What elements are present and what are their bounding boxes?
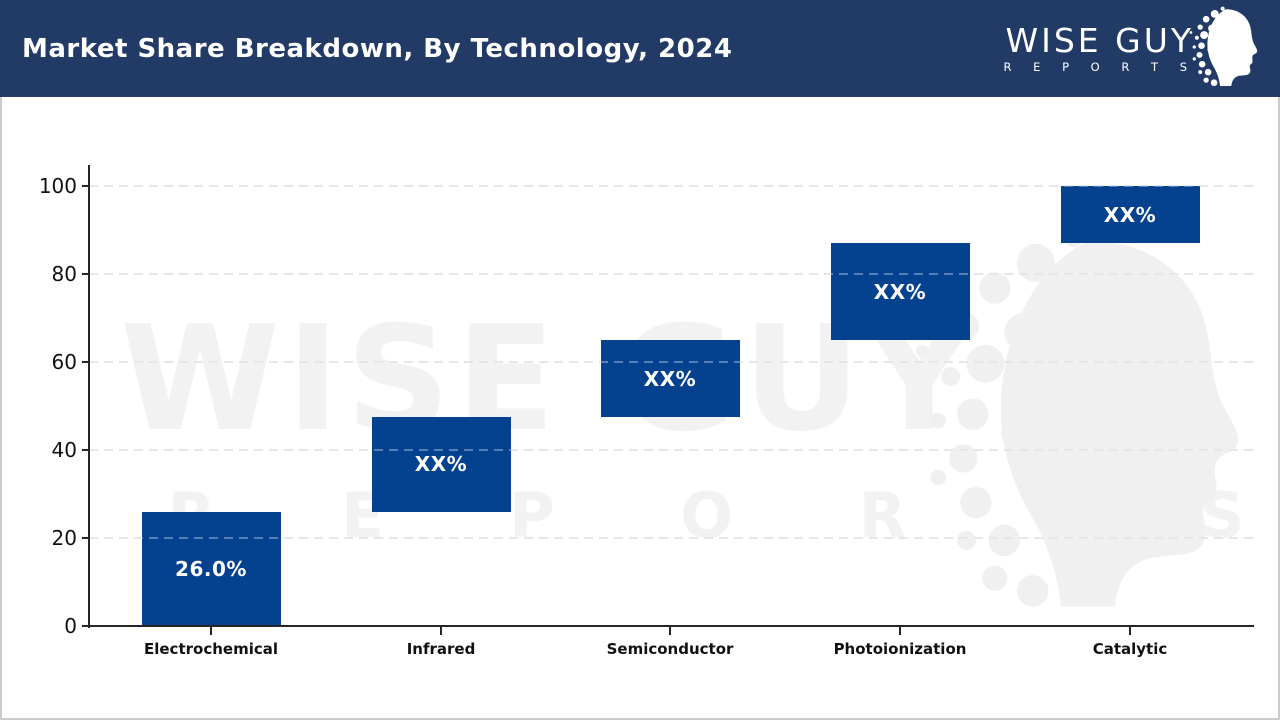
x-tick-3 <box>899 627 901 635</box>
x-tick-1 <box>440 627 442 635</box>
gridline-100 <box>89 185 1253 187</box>
y-axis-line <box>88 165 90 628</box>
y-tick-label-40: 40 <box>51 438 77 462</box>
header-bar: Market Share Breakdown, By Technology, 2… <box>0 0 1280 97</box>
bar-semiconductor: XX% <box>600 340 740 417</box>
y-tick-label-20: 20 <box>51 526 77 550</box>
page-title: Market Share Breakdown, By Technology, 2… <box>22 33 733 64</box>
bar-electrochemical: 26.0% <box>141 511 281 626</box>
gridline-overlay-20 <box>89 537 1253 539</box>
bar-catalytic: XX% <box>1060 186 1200 244</box>
chart-area: WISE GUY R E P O R T S 0 20 40 60 80 100 26.0%… <box>0 97 1280 720</box>
bar-value-label: XX% <box>873 279 927 304</box>
category-label-3: Photoionization <box>833 640 967 658</box>
brand-head-icon <box>1182 6 1266 92</box>
x-axis-line <box>87 625 1254 627</box>
bar-value-label: XX% <box>414 452 468 477</box>
y-tick-label-60: 60 <box>51 350 77 374</box>
gridline-40 <box>89 449 1253 451</box>
bar-value-label: XX% <box>1103 202 1157 227</box>
brand-logo-text: WISE GUY R E P O R T S <box>1003 20 1197 75</box>
brand-logo: WISE GUY R E P O R T S <box>1004 6 1267 92</box>
y-tick-60 <box>82 361 90 363</box>
category-label-1: Infrared <box>406 640 476 658</box>
bar-photoionization: XX% <box>830 243 970 340</box>
y-tick-0 <box>82 625 90 627</box>
category-label-4: Catalytic <box>1092 640 1168 658</box>
gridline-overlay-100 <box>89 185 1253 187</box>
x-tick-0 <box>210 627 212 635</box>
y-tick-40 <box>82 449 90 451</box>
x-tick-4 <box>1129 627 1131 635</box>
gridline-20 <box>89 537 1253 539</box>
gridline-80 <box>89 273 1253 275</box>
y-tick-label-80: 80 <box>51 262 77 286</box>
watermark-text-1: WISE GUY <box>120 295 978 464</box>
y-tick-80 <box>82 273 90 275</box>
brand-name: WISE GUY <box>1005 20 1195 60</box>
y-tick-label-0: 0 <box>64 614 77 638</box>
gridline-overlay-80 <box>89 273 1253 275</box>
y-tick-label-100: 100 <box>38 174 77 198</box>
brand-subname: R E P O R T S <box>1003 60 1196 75</box>
bar-value-label: 26.0% <box>175 556 247 581</box>
gridline-overlay-60 <box>89 361 1253 363</box>
gridline-overlay-40 <box>89 449 1253 451</box>
category-label-2: Semiconductor <box>606 640 734 658</box>
x-tick-2 <box>669 627 671 635</box>
y-tick-100 <box>82 185 90 187</box>
y-tick-20 <box>82 537 90 539</box>
bar-value-label: XX% <box>643 366 697 391</box>
category-label-0: Electrochemical <box>144 640 278 658</box>
bar-infrared: XX% <box>371 417 511 512</box>
